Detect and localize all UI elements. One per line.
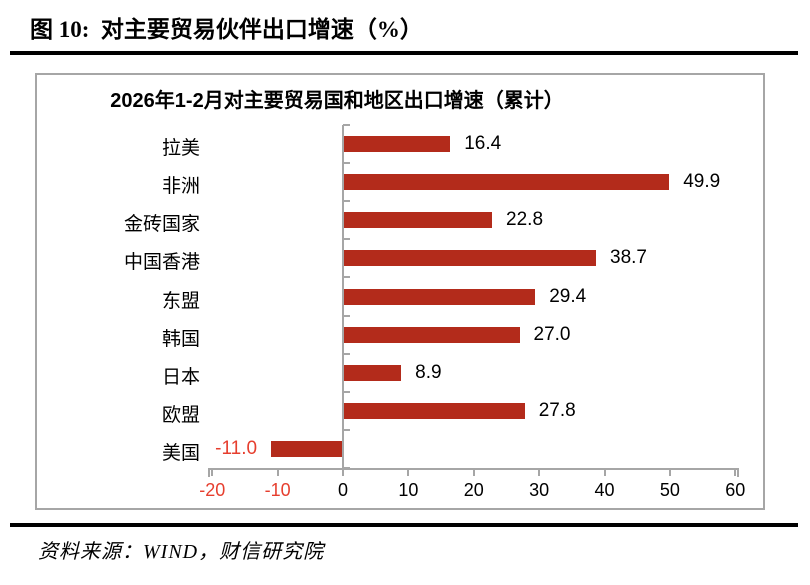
bar [343,326,520,343]
category-boundary-tick [343,352,350,355]
bar [343,136,451,153]
bar [343,288,536,305]
bar [343,402,525,419]
category-label: 中国香港 [123,252,200,274]
category-boundary-tick [343,276,350,279]
category-boundary-tick [343,124,350,126]
x-tick-label: 30 [529,480,550,500]
category-boundary-tick [343,428,350,431]
x-axis-tick [734,468,737,476]
x-axis-endcap [737,468,740,477]
chart-title: 2026年1-2月对主要贸易国和地区出口增速（累计） [110,90,564,112]
top-rule [10,51,798,55]
value-label: 49.9 [683,171,721,193]
bar [343,212,493,229]
category-label: 非洲 [161,176,200,198]
figure-title: 图 10: 对主要贸易伙伴出口增速（%） [30,17,423,42]
x-axis-tick [342,468,344,476]
x-axis-tick [668,468,671,476]
value-label: 22.8 [506,209,544,231]
x-tick-label: 60 [725,480,746,500]
value-label: -11.0 [215,437,258,459]
source-note: 资料来源：WIND，财信研究院 [38,541,325,563]
value-label: 27.8 [538,399,576,421]
x-axis-tick [276,468,279,476]
category-label: 东盟 [161,290,200,312]
x-tick-label: 20 [463,480,484,500]
bar [343,250,596,267]
bar [343,174,670,191]
plot-area: 拉美 16.4 非洲 49.9 金砖国家 22.8 中国香港 38.7 东盟 29.4 韩国 27.0… [37,75,763,508]
category-label: 欧盟 [161,404,200,426]
category-boundary-tick [343,314,350,317]
x-tick-label: 50 [659,480,680,500]
category-boundary-tick [343,390,350,393]
category-boundary-tick [343,200,350,203]
x-tick-label: -20 [199,480,226,500]
category-label: 金砖国家 [123,214,200,236]
y-axis-line [342,125,344,470]
bar [271,440,343,457]
x-axis-tick [472,468,475,476]
x-axis-tick [211,468,214,476]
value-label: 38.7 [610,247,647,269]
x-tick-label: 40 [594,480,615,500]
category-label: 韩国 [161,328,200,350]
category-label: 日本 [161,366,200,388]
chart: 2026年1-2月对主要贸易国和地区出口增速（累计） 拉美 16.4 非洲 49.9 金… [35,73,765,510]
category-label: 美国 [161,442,200,464]
value-label: 27.0 [533,323,571,345]
category-label: 拉美 [161,138,200,160]
bottom-rule [10,523,798,527]
bar [343,364,402,381]
category-boundary-tick [343,238,350,241]
value-label: 8.9 [415,361,442,383]
x-axis-tick [538,468,541,476]
x-tick-label: 0 [337,480,348,500]
x-tick-label: -10 [264,480,291,500]
x-axis-tick [407,468,410,476]
value-label: 16.4 [464,133,502,155]
x-tick-label: 10 [398,480,419,500]
x-axis-endcap [208,468,211,477]
value-label: 29.4 [549,285,587,307]
category-boundary-tick [343,162,350,165]
x-axis-tick [603,468,606,476]
